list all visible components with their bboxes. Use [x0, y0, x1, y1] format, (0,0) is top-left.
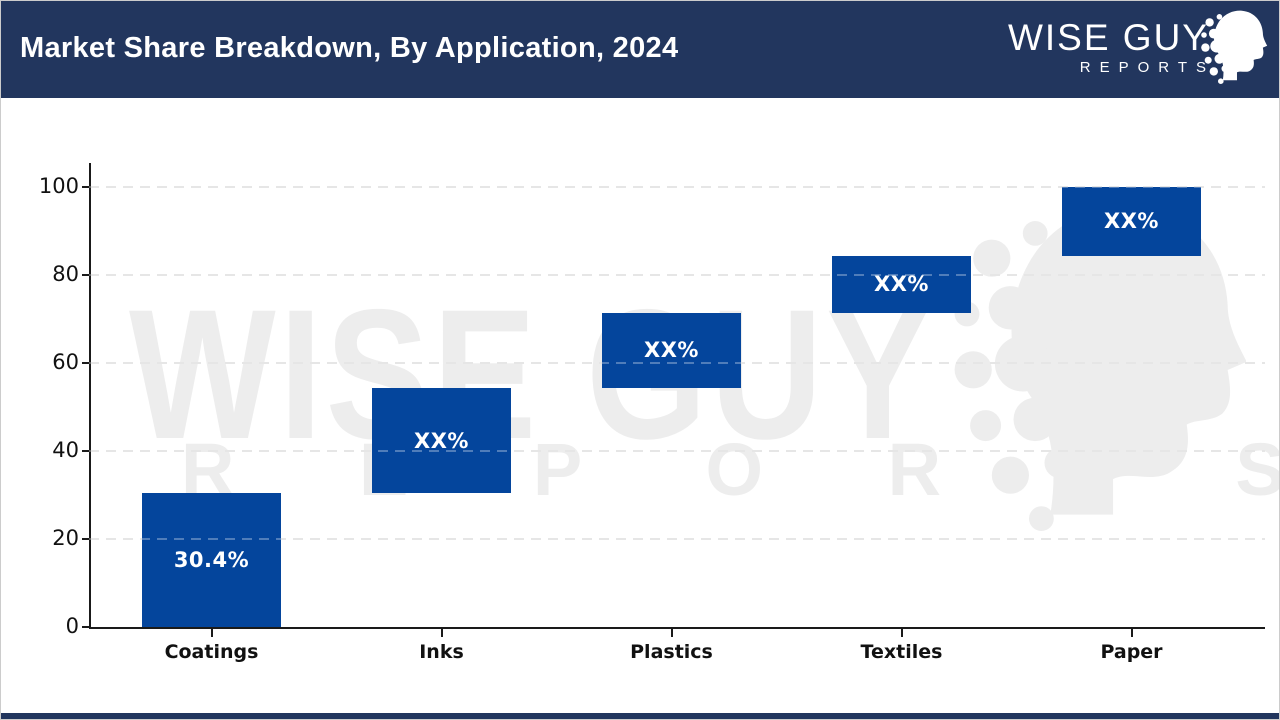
- x-tick-mark-inks: [440, 629, 443, 637]
- y-tick-mark-40: [82, 450, 89, 452]
- y-axis-line: [89, 163, 91, 629]
- x-category-label-inks: Inks: [419, 641, 464, 663]
- chart-title: Market Share Breakdown, By Application, …: [20, 31, 679, 64]
- wise-guy-reports-logo: WISE GUY REPORTS: [1008, 7, 1269, 91]
- x-tick-mark-plastics: [670, 629, 673, 637]
- y-tick-label-20: 20: [52, 526, 79, 550]
- watermark-head-icon: [954, 206, 1246, 531]
- gridline-overlay-60: [89, 362, 1265, 364]
- y-tick-mark-0: [82, 626, 89, 628]
- x-category-label-plastics: Plastics: [630, 641, 713, 663]
- gridline-40: [89, 450, 1265, 452]
- bar-value-label-inks: XX%: [414, 428, 469, 453]
- header-bar: Market Share Breakdown, By Application, …: [1, 1, 1279, 98]
- y-tick-label-60: 60: [52, 350, 79, 374]
- y-tick-label-0: 0: [65, 614, 79, 638]
- logo-head-icon: [1201, 10, 1268, 84]
- bar-plastics: XX%: [602, 312, 741, 389]
- gridline-overlay-100: [89, 186, 1265, 188]
- x-category-label-paper: Paper: [1100, 641, 1163, 663]
- y-tick-label-100: 100: [38, 174, 79, 198]
- bar-coatings: 30.4%: [142, 493, 281, 627]
- watermark-text-reports: R E P O R T S: [181, 428, 1280, 511]
- footer-bar: [1, 713, 1279, 719]
- y-tick-mark-20: [82, 538, 89, 540]
- bar-inks: XX%: [372, 388, 511, 494]
- gridline-60: [89, 362, 1265, 364]
- y-tick-label-40: 40: [52, 438, 79, 462]
- y-tick-label-80: 80: [52, 262, 79, 286]
- gridline-80: [89, 274, 1265, 276]
- gridline-overlay-20: [89, 538, 1265, 540]
- y-tick-mark-60: [82, 362, 89, 364]
- bar-paper: XX%: [1062, 187, 1201, 256]
- watermark-text-wiseguy: WISE GUY: [129, 272, 933, 478]
- bar-value-label-plastics: XX%: [644, 338, 699, 363]
- logo-subtext: REPORTS: [1079, 59, 1215, 76]
- logo-wordmark: WISE GUY: [1007, 17, 1209, 58]
- y-tick-mark-100: [82, 186, 89, 188]
- bar-value-label-coatings: 30.4%: [173, 548, 250, 573]
- bar-value-label-textiles: XX%: [874, 272, 929, 297]
- x-tick-mark-coatings: [210, 629, 213, 637]
- gridline-overlay-80: [89, 274, 1265, 276]
- x-tick-mark-textiles: [900, 629, 903, 637]
- x-category-label-textiles: Textiles: [860, 641, 943, 663]
- x-axis-line: [89, 627, 1265, 629]
- gridline-100: [89, 186, 1265, 188]
- gridline-20: [89, 538, 1265, 540]
- gridline-overlay-40: [89, 450, 1265, 452]
- x-category-label-coatings: Coatings: [164, 641, 259, 663]
- bar-value-label-paper: XX%: [1104, 209, 1159, 234]
- y-tick-mark-80: [82, 274, 89, 276]
- bar-textiles: XX%: [832, 255, 971, 313]
- x-tick-mark-paper: [1130, 629, 1133, 637]
